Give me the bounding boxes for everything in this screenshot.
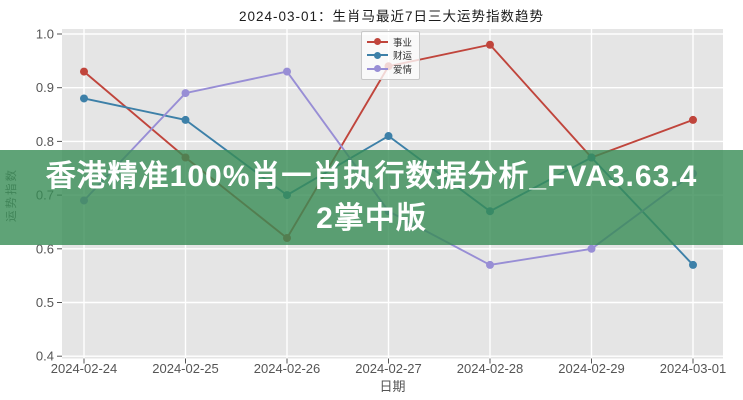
data-point-爱情 <box>587 244 596 253</box>
watermark-text-line1: 香港精准100%肖一肖执行数据分析_FVA3.63.4 <box>45 159 698 193</box>
watermark-overlay: 香港精准100%肖一肖执行数据分析_FVA3.63.4 2掌中版 <box>0 150 743 245</box>
x-tick-label: 2024-02-29 <box>558 361 625 376</box>
y-tick-label: 0.5 <box>36 295 54 310</box>
data-point-财运 <box>689 260 697 269</box>
x-tick-label: 2024-02-27 <box>355 361 422 376</box>
legend-item-love: 爱情 <box>367 62 412 76</box>
y-tick-label: 0.6 <box>36 241 54 256</box>
chart-title: 2024-03-01：生肖马最近7日三大运势指数趋势 <box>238 9 545 24</box>
legend-marker-wealth-icon <box>367 51 388 60</box>
legend-label-career: 事业 <box>393 37 413 49</box>
y-tick-label: 0.8 <box>36 134 54 149</box>
data-point-事业 <box>80 67 88 76</box>
legend-marker-love-icon <box>367 64 388 73</box>
legend-marker-career-icon <box>367 37 388 46</box>
x-tick-label: 2024-03-01 <box>660 361 727 376</box>
y-tick-label: 0.4 <box>36 349 54 364</box>
legend-label-love: 爱情 <box>393 64 413 76</box>
x-tick-label: 2024-02-26 <box>254 361 321 376</box>
x-tick-label: 2024-02-28 <box>457 361 524 376</box>
data-point-财运 <box>384 132 393 141</box>
data-point-事业 <box>689 115 697 124</box>
watermark-text-line2: 2掌中版 <box>316 201 427 235</box>
x-tick-label: 2024-02-25 <box>152 361 219 376</box>
legend-item-wealth: 财运 <box>367 49 413 63</box>
data-point-爱情 <box>283 67 291 76</box>
data-point-爱情 <box>486 260 494 269</box>
data-point-财运 <box>181 115 190 124</box>
data-point-爱情 <box>181 89 190 98</box>
legend-item-career: 事业 <box>367 35 412 49</box>
y-tick-label: 0.9 <box>36 80 54 95</box>
x-tick-label: 2024-02-24 <box>51 361 118 376</box>
data-point-事业 <box>486 40 494 49</box>
x-axis-label: 日期 <box>379 379 406 394</box>
legend-label-wealth: 财运 <box>393 51 413 63</box>
data-point-财运 <box>80 94 88 103</box>
y-tick-label: 1.0 <box>36 27 54 42</box>
legend: 事业 财运 爱情 <box>361 31 421 80</box>
